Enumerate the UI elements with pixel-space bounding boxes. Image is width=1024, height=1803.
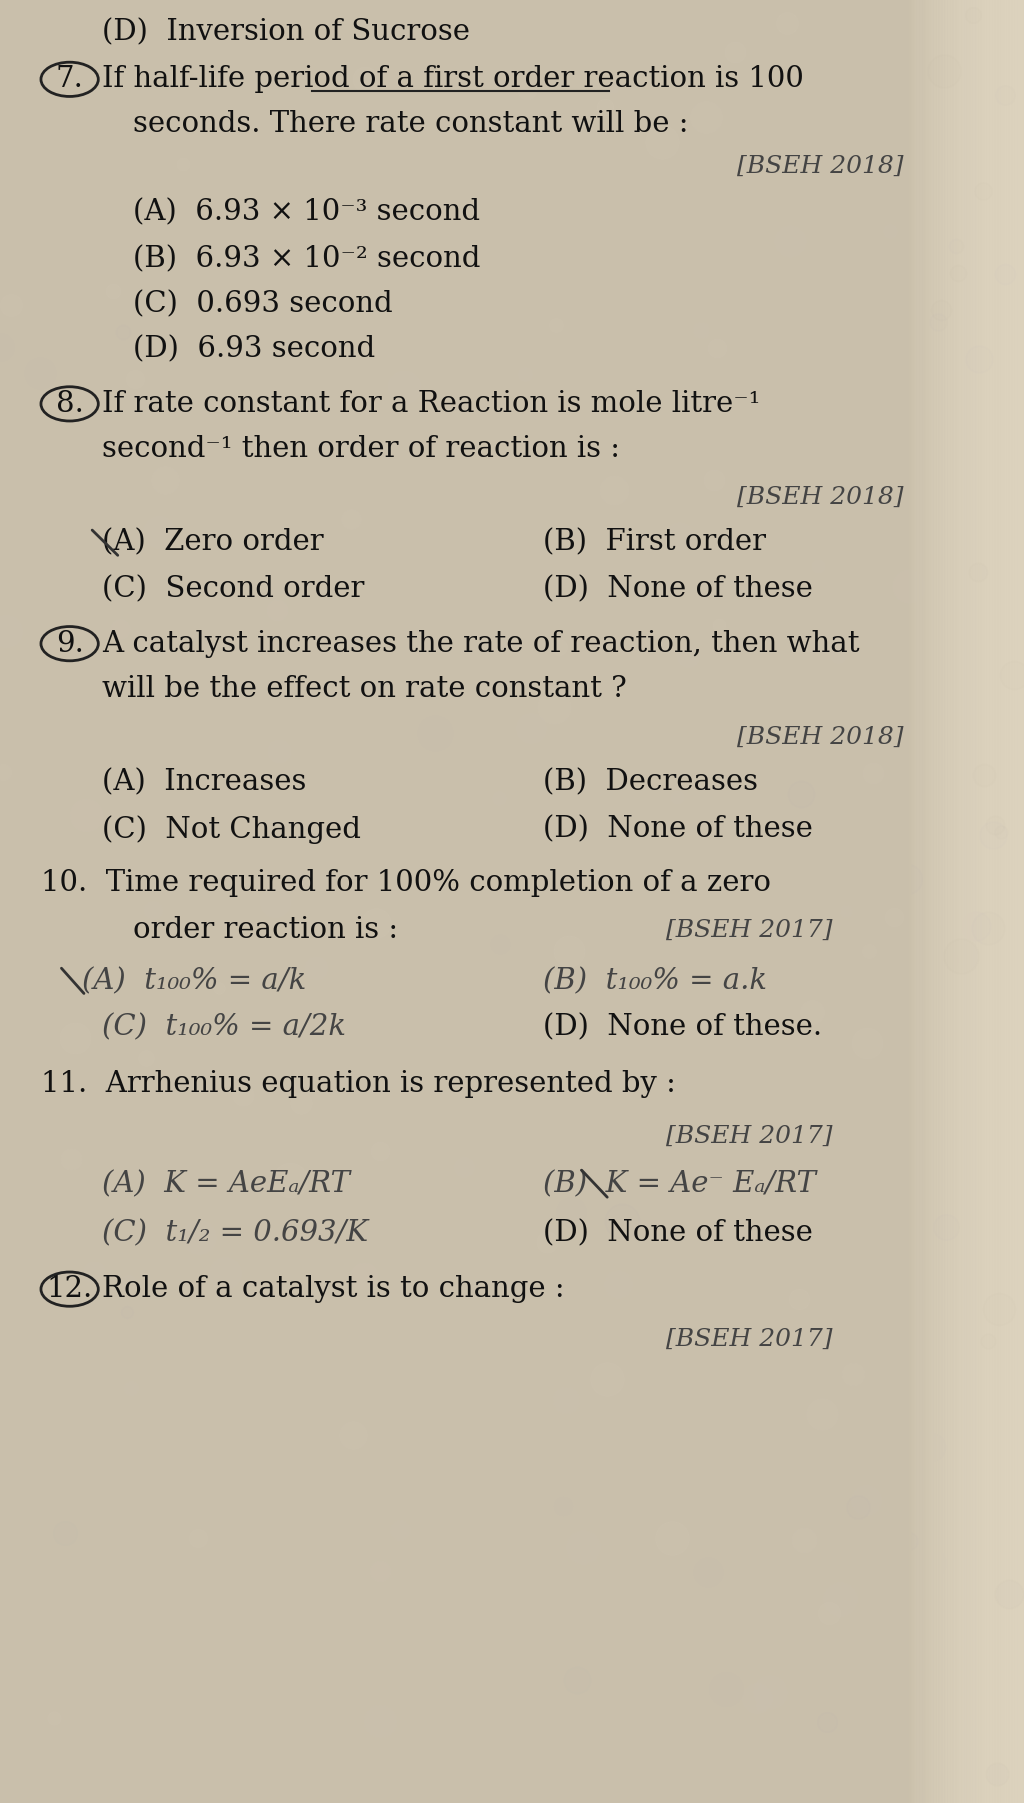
Text: (D)  Inversion of Sucrose: (D) Inversion of Sucrose	[102, 18, 470, 47]
Text: (B)  t₁₀₀% = a.k: (B) t₁₀₀% = a.k	[543, 966, 767, 995]
Text: [BSEH 2018]: [BSEH 2018]	[737, 155, 904, 177]
Text: Role of a catalyst is to change :: Role of a catalyst is to change :	[102, 1275, 565, 1304]
Text: If rate constant for a Reaction is mole litre⁻¹: If rate constant for a Reaction is mole …	[102, 389, 761, 418]
Text: (B)  Decreases: (B) Decreases	[543, 768, 758, 797]
Text: [BSEH 2018]: [BSEH 2018]	[737, 727, 904, 748]
Text: (A)  K = AeEₐ/RT: (A) K = AeEₐ/RT	[102, 1170, 350, 1199]
Text: (D)  None of these: (D) None of these	[543, 815, 813, 844]
Text: If half-life period of a first order reaction is 100: If half-life period of a first order rea…	[102, 65, 804, 94]
Text: order reaction is :: order reaction is :	[133, 916, 398, 945]
Text: [BSEH 2017]: [BSEH 2017]	[666, 1329, 833, 1350]
Text: [BSEH 2018]: [BSEH 2018]	[737, 487, 904, 508]
Text: (B)  K = Ae⁻ Eₐ/RT: (B) K = Ae⁻ Eₐ/RT	[543, 1170, 815, 1199]
Text: second⁻¹ then order of reaction is :: second⁻¹ then order of reaction is :	[102, 435, 621, 463]
Text: (D)  6.93 second: (D) 6.93 second	[133, 335, 375, 364]
Text: (A)  6.93 × 10⁻³ second: (A) 6.93 × 10⁻³ second	[133, 198, 480, 227]
Text: (D)  None of these: (D) None of these	[543, 575, 813, 604]
Text: (C)  Not Changed: (C) Not Changed	[102, 815, 361, 844]
Text: (C)  0.693 second: (C) 0.693 second	[133, 290, 393, 319]
Text: (D)  None of these.: (D) None of these.	[543, 1013, 822, 1042]
Text: (B)  6.93 × 10⁻² second: (B) 6.93 × 10⁻² second	[133, 245, 480, 274]
Text: (C)  t₁/₂ = 0.693/K: (C) t₁/₂ = 0.693/K	[102, 1219, 369, 1248]
Text: (C)  Second order: (C) Second order	[102, 575, 365, 604]
Text: [BSEH 2017]: [BSEH 2017]	[666, 920, 833, 941]
Text: (B)  First order: (B) First order	[543, 528, 766, 557]
Text: (D)  None of these: (D) None of these	[543, 1219, 813, 1248]
Text: seconds. There rate constant will be :: seconds. There rate constant will be :	[133, 110, 688, 139]
Text: (C)  t₁₀₀% = a/2k: (C) t₁₀₀% = a/2k	[102, 1013, 346, 1042]
Text: (A)  t₁₀₀% = a/k: (A) t₁₀₀% = a/k	[82, 966, 306, 995]
Text: (A)  Zero order: (A) Zero order	[102, 528, 324, 557]
Text: [BSEH 2017]: [BSEH 2017]	[666, 1125, 833, 1147]
Text: 7.: 7.	[55, 65, 84, 94]
Text: (A)  Increases: (A) Increases	[102, 768, 307, 797]
Text: 11.  Arrhenius equation is represented by :: 11. Arrhenius equation is represented by…	[41, 1069, 676, 1098]
Text: will be the effect on rate constant ?: will be the effect on rate constant ?	[102, 674, 627, 703]
Text: 12.: 12.	[46, 1275, 93, 1304]
Text: A catalyst increases the rate of reaction, then what: A catalyst increases the rate of reactio…	[102, 629, 860, 658]
Text: 9.: 9.	[55, 629, 84, 658]
Text: 10.  Time required for 100% completion of a zero: 10. Time required for 100% completion of…	[41, 869, 771, 898]
Text: 8.: 8.	[55, 389, 84, 418]
